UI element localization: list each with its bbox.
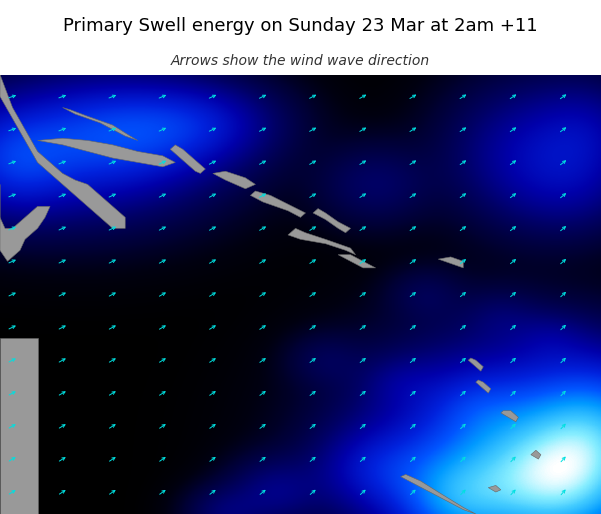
Polygon shape (476, 380, 491, 393)
Text: Arrows show the wind wave direction: Arrows show the wind wave direction (171, 54, 430, 68)
Polygon shape (170, 145, 206, 173)
Polygon shape (213, 171, 255, 189)
Polygon shape (0, 338, 37, 514)
Polygon shape (468, 358, 483, 371)
Polygon shape (0, 75, 125, 228)
Text: Primary Swell energy on Sunday 23 Mar at 2am +11: Primary Swell energy on Sunday 23 Mar at… (63, 17, 538, 35)
Polygon shape (488, 485, 501, 492)
Polygon shape (401, 474, 476, 514)
Polygon shape (338, 255, 376, 268)
Polygon shape (63, 107, 138, 140)
Polygon shape (288, 228, 356, 255)
Polygon shape (313, 209, 350, 233)
Polygon shape (0, 185, 50, 261)
Polygon shape (438, 257, 463, 268)
Polygon shape (531, 450, 541, 459)
Polygon shape (37, 138, 175, 167)
Polygon shape (251, 191, 305, 217)
Polygon shape (501, 411, 518, 421)
